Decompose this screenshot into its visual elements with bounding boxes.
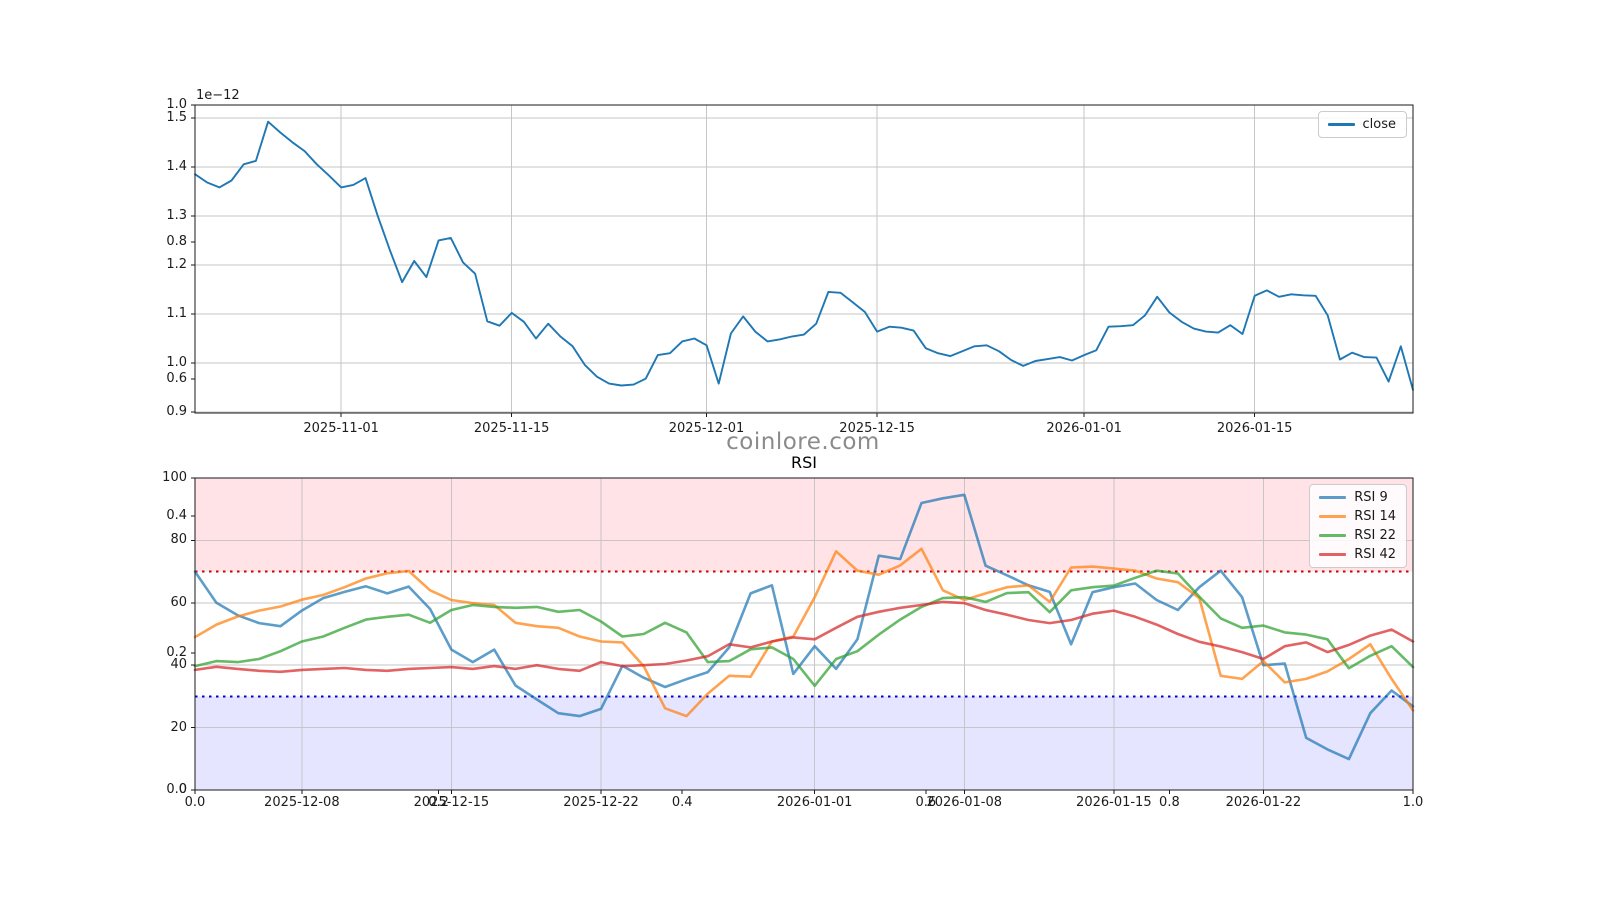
watermark: coinlore.com: [726, 429, 880, 455]
legend-line-sample: [1327, 123, 1355, 126]
legend-item: close: [1327, 117, 1396, 132]
figure-y-tick-label: 0.2: [166, 645, 187, 660]
rsi-y-tick-label: 100: [162, 470, 187, 485]
rsi-y-tick-label: 80: [170, 532, 187, 548]
figure-x-tick-label: 0.4: [671, 795, 693, 810]
price-x-tick-label: 2025-12-01: [668, 421, 745, 436]
figure-y-tick-label: 0.6: [166, 371, 187, 386]
rsi-x-tick-label: 2025-12-08: [264, 795, 340, 810]
legend-label: RSI 22: [1354, 528, 1396, 543]
price-y-tick-label: 1.2: [166, 256, 187, 272]
price-y-tick-label: 1.4: [166, 158, 187, 174]
legend-item: RSI 22: [1319, 528, 1396, 543]
price-y-tick-label: 0.9: [166, 404, 187, 420]
price-x-tick-label: 2026-01-01: [1046, 421, 1122, 436]
rsi-y-tick-label: 0: [178, 782, 187, 797]
price-x-tick-label: 2025-11-01: [303, 421, 379, 436]
rsi-y-tick-label: 40: [170, 657, 187, 673]
rsi-legend: RSI 9 RSI 14 RSI 22 RSI 42: [1309, 484, 1407, 568]
rsi-x-tick-label: 2026-01-01: [776, 795, 853, 810]
figure-x-tick-label: 1.0: [1402, 795, 1424, 810]
figure-y-tick-label: 0.4: [166, 508, 187, 523]
legend-label: RSI 14: [1354, 509, 1396, 524]
price-x-tick-label: 2026-01-15: [1216, 421, 1293, 436]
legend-line-sample: [1319, 515, 1347, 518]
rsi-x-tick-label: 2025-12-22: [563, 795, 639, 810]
price-y-tick-label: 1.0: [166, 354, 187, 370]
figure-y-tick-label: 0.0: [166, 782, 187, 797]
legend-item: RSI 42: [1319, 547, 1396, 562]
rsi-x-tick-label: 2025-12-15: [413, 795, 490, 810]
y-axis-offset-label: 1e−12: [196, 88, 240, 103]
figure-y-tick-label: 1.0: [166, 97, 187, 112]
price-legend: close: [1317, 111, 1407, 138]
legend-label: RSI 42: [1354, 547, 1396, 562]
legend-line-sample: [1319, 534, 1347, 537]
legend-label: RSI 9: [1354, 490, 1388, 505]
legend-line-sample: [1319, 553, 1347, 556]
rsi-x-tick-label: 2026-01-22: [1225, 795, 1302, 810]
rsi-y-tick-label: 60: [170, 594, 187, 610]
figure-x-tick-label: 0.0: [184, 795, 206, 810]
legend-item: RSI 9: [1319, 490, 1396, 505]
price-y-tick-label: 1.3: [166, 207, 187, 223]
legend-line-sample: [1319, 496, 1347, 499]
figure-x-tick-label: 0.8: [1159, 795, 1180, 810]
legend-label: close: [1362, 117, 1396, 132]
rsi-y-tick-label: 20: [170, 719, 187, 735]
price-x-tick-label: 2025-11-15: [473, 421, 550, 436]
figure-y-tick-label: 0.8: [166, 234, 187, 249]
price-x-tick-label: 2025-12-15: [839, 421, 915, 436]
rsi-x-tick-label: 2026-01-15: [1076, 795, 1152, 810]
rsi-chart-title: RSI: [791, 453, 817, 472]
price-y-tick-label: 1.5: [166, 109, 187, 125]
figure-x-tick-label: 0.6: [915, 795, 937, 810]
legend-item: RSI 14: [1319, 509, 1396, 524]
figure-x-tick-label: 0.2: [428, 795, 449, 810]
rsi-x-tick-label: 2026-01-08: [926, 795, 1003, 810]
price-y-tick-label: 1.1: [166, 305, 187, 321]
